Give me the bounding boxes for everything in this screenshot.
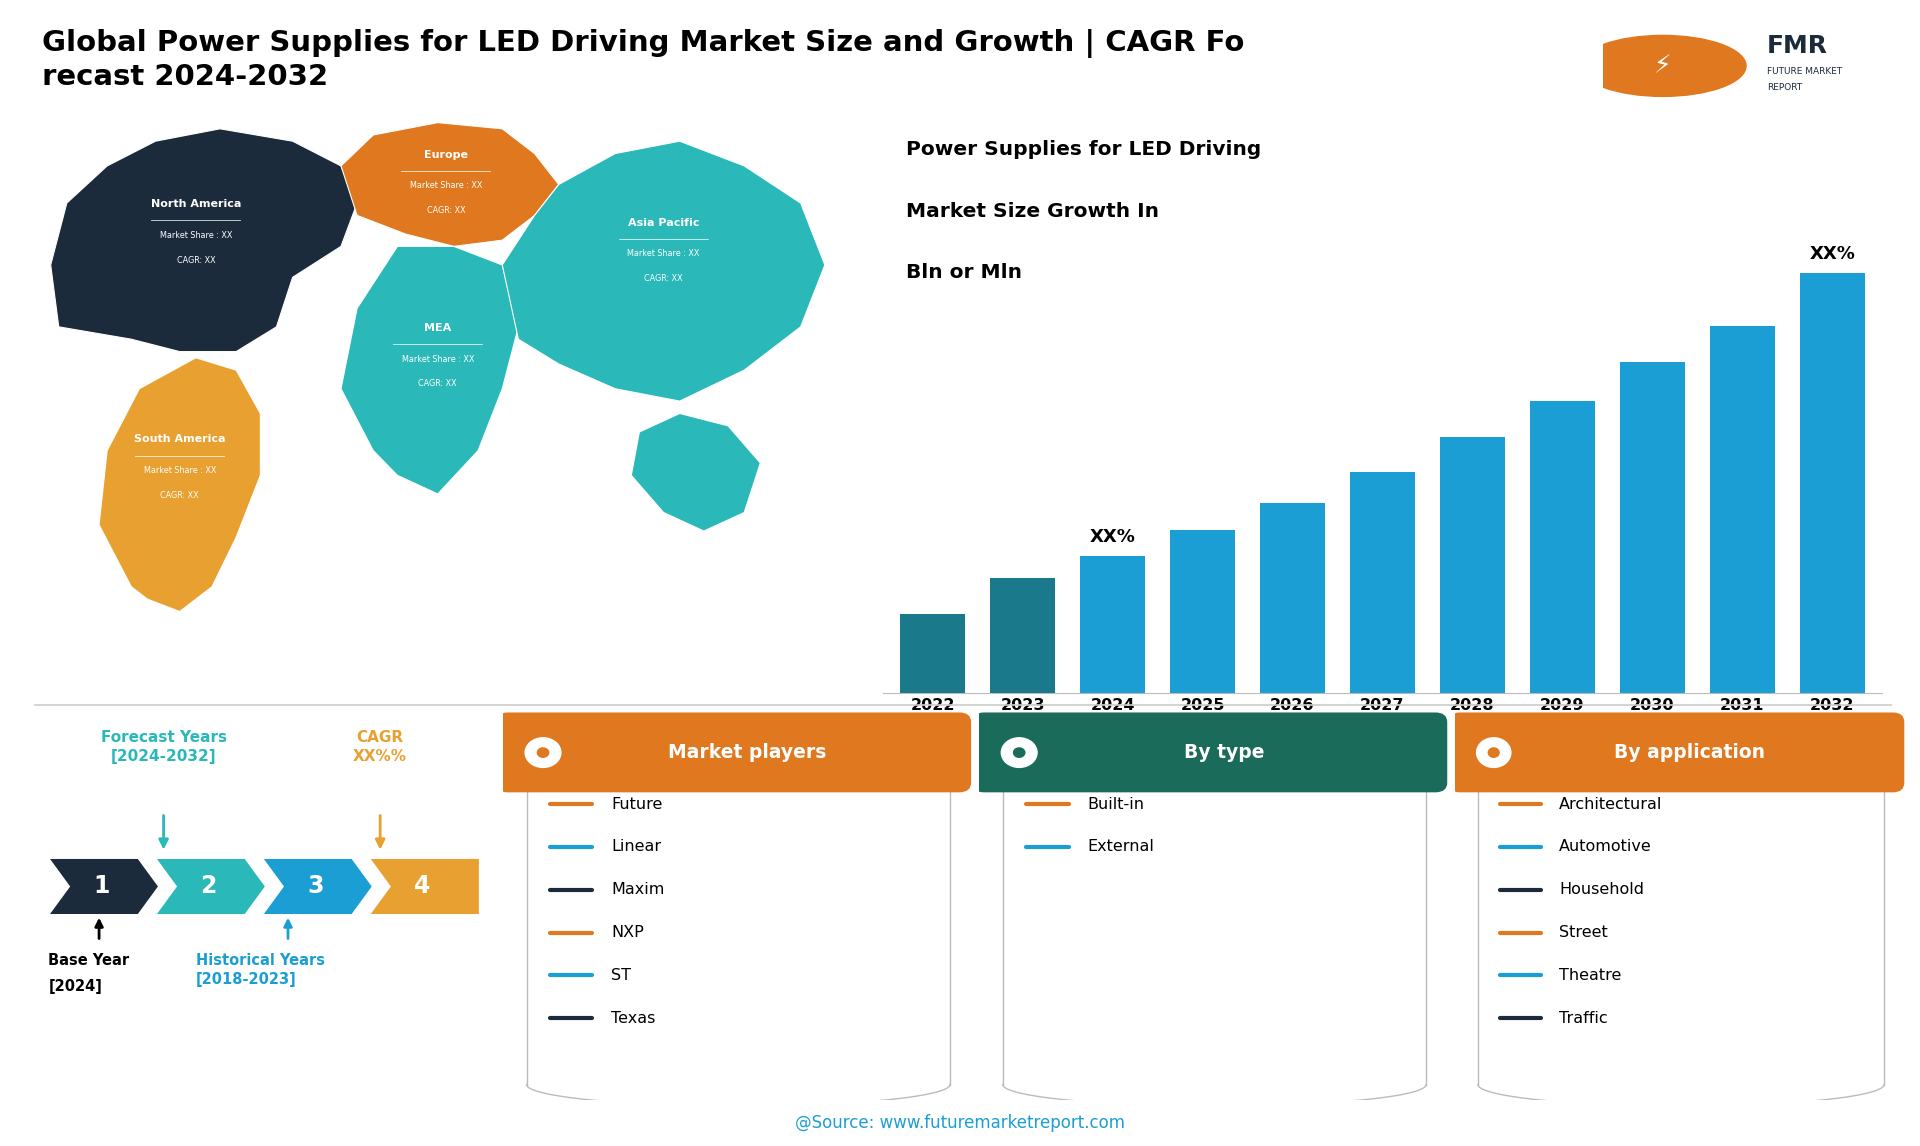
Text: CAGR: XX: CAGR: XX bbox=[426, 206, 465, 215]
Bar bbox=[1620, 362, 1684, 693]
Bar bbox=[1799, 273, 1864, 693]
Bar bbox=[1440, 437, 1505, 693]
FancyBboxPatch shape bbox=[495, 713, 972, 792]
Bar bbox=[1260, 503, 1325, 693]
Circle shape bbox=[1014, 748, 1025, 758]
Text: CAGR: XX: CAGR: XX bbox=[419, 379, 457, 388]
Circle shape bbox=[1476, 738, 1511, 768]
Text: ST: ST bbox=[611, 968, 632, 983]
Bar bbox=[1081, 556, 1144, 693]
Text: NXP: NXP bbox=[611, 925, 643, 940]
Text: Bln or Mln: Bln or Mln bbox=[906, 262, 1021, 282]
Text: Market Share : XX: Market Share : XX bbox=[409, 181, 482, 190]
Bar bbox=[1169, 529, 1235, 693]
Text: By application: By application bbox=[1615, 743, 1766, 762]
Text: 3: 3 bbox=[307, 874, 323, 898]
Text: Market Share : XX: Market Share : XX bbox=[401, 354, 474, 363]
Text: Theatre: Theatre bbox=[1559, 968, 1622, 983]
Text: CAGR: XX: CAGR: XX bbox=[161, 490, 200, 500]
Text: CAGR: XX: CAGR: XX bbox=[645, 274, 684, 283]
Polygon shape bbox=[632, 414, 760, 531]
Text: 4: 4 bbox=[415, 874, 430, 898]
Bar bbox=[1350, 472, 1415, 693]
Polygon shape bbox=[48, 858, 159, 915]
Text: Asia Pacific: Asia Pacific bbox=[628, 218, 699, 228]
Text: Household: Household bbox=[1559, 882, 1644, 897]
Text: XX%: XX% bbox=[1091, 528, 1135, 547]
Bar bbox=[900, 614, 966, 693]
Text: CAGR
XX%%: CAGR XX%% bbox=[353, 730, 407, 764]
Text: Future: Future bbox=[611, 796, 662, 811]
Text: recast 2024-2032: recast 2024-2032 bbox=[42, 63, 328, 91]
Text: FUTURE MARKET: FUTURE MARKET bbox=[1766, 66, 1841, 76]
Bar bbox=[1530, 401, 1596, 693]
Text: FMR: FMR bbox=[1766, 34, 1828, 58]
Text: CAGR: XX: CAGR: XX bbox=[177, 256, 215, 265]
Text: Power Supplies for LED Driving: Power Supplies for LED Driving bbox=[906, 140, 1261, 159]
Text: Global Power Supplies for LED Driving Market Size and Growth | CAGR Fo: Global Power Supplies for LED Driving Ma… bbox=[42, 29, 1244, 57]
Polygon shape bbox=[100, 358, 261, 612]
Text: Market players: Market players bbox=[668, 743, 828, 762]
FancyBboxPatch shape bbox=[1448, 713, 1905, 792]
Text: Historical Years
[2018-2023]: Historical Years [2018-2023] bbox=[196, 952, 324, 988]
FancyBboxPatch shape bbox=[972, 713, 1448, 792]
Text: [2024]: [2024] bbox=[48, 979, 102, 994]
Text: Linear: Linear bbox=[611, 839, 660, 855]
Text: ⚡: ⚡ bbox=[1653, 54, 1672, 78]
Text: Architectural: Architectural bbox=[1559, 796, 1663, 811]
Text: Traffic: Traffic bbox=[1559, 1011, 1607, 1026]
Text: Forecast Years
[2024-2032]: Forecast Years [2024-2032] bbox=[100, 730, 227, 764]
Text: Market Share : XX: Market Share : XX bbox=[144, 466, 215, 474]
Text: Market Share : XX: Market Share : XX bbox=[628, 250, 699, 258]
Polygon shape bbox=[342, 123, 559, 246]
Text: By type: By type bbox=[1183, 743, 1263, 762]
Text: @Source: www.futuremarketreport.com: @Source: www.futuremarketreport.com bbox=[795, 1114, 1125, 1132]
Text: 1: 1 bbox=[94, 874, 109, 898]
Text: Base Year: Base Year bbox=[48, 952, 129, 967]
Text: Street: Street bbox=[1559, 925, 1607, 940]
Text: Built-in: Built-in bbox=[1087, 796, 1144, 811]
Text: North America: North America bbox=[150, 199, 242, 210]
Polygon shape bbox=[50, 128, 357, 352]
Polygon shape bbox=[156, 858, 265, 915]
Text: MEA: MEA bbox=[424, 323, 451, 333]
Polygon shape bbox=[369, 858, 480, 915]
Circle shape bbox=[1002, 738, 1037, 768]
Polygon shape bbox=[342, 246, 518, 494]
Bar bbox=[1711, 327, 1774, 693]
Text: Texas: Texas bbox=[611, 1011, 655, 1026]
Text: Maxim: Maxim bbox=[611, 882, 664, 897]
Polygon shape bbox=[503, 141, 826, 401]
Circle shape bbox=[1488, 748, 1500, 758]
Text: External: External bbox=[1087, 839, 1154, 855]
Text: Europe: Europe bbox=[424, 150, 468, 159]
Circle shape bbox=[526, 738, 561, 768]
Polygon shape bbox=[263, 858, 372, 915]
Circle shape bbox=[1580, 36, 1745, 96]
Bar bbox=[991, 579, 1054, 693]
Text: 2: 2 bbox=[200, 874, 217, 898]
Text: Automotive: Automotive bbox=[1559, 839, 1651, 855]
Text: XX%: XX% bbox=[1809, 245, 1855, 264]
Text: Market Share : XX: Market Share : XX bbox=[159, 230, 232, 240]
Circle shape bbox=[538, 748, 549, 758]
Text: South America: South America bbox=[134, 434, 225, 445]
Text: Market Size Growth In: Market Size Growth In bbox=[906, 202, 1158, 220]
Text: REPORT: REPORT bbox=[1766, 84, 1803, 92]
